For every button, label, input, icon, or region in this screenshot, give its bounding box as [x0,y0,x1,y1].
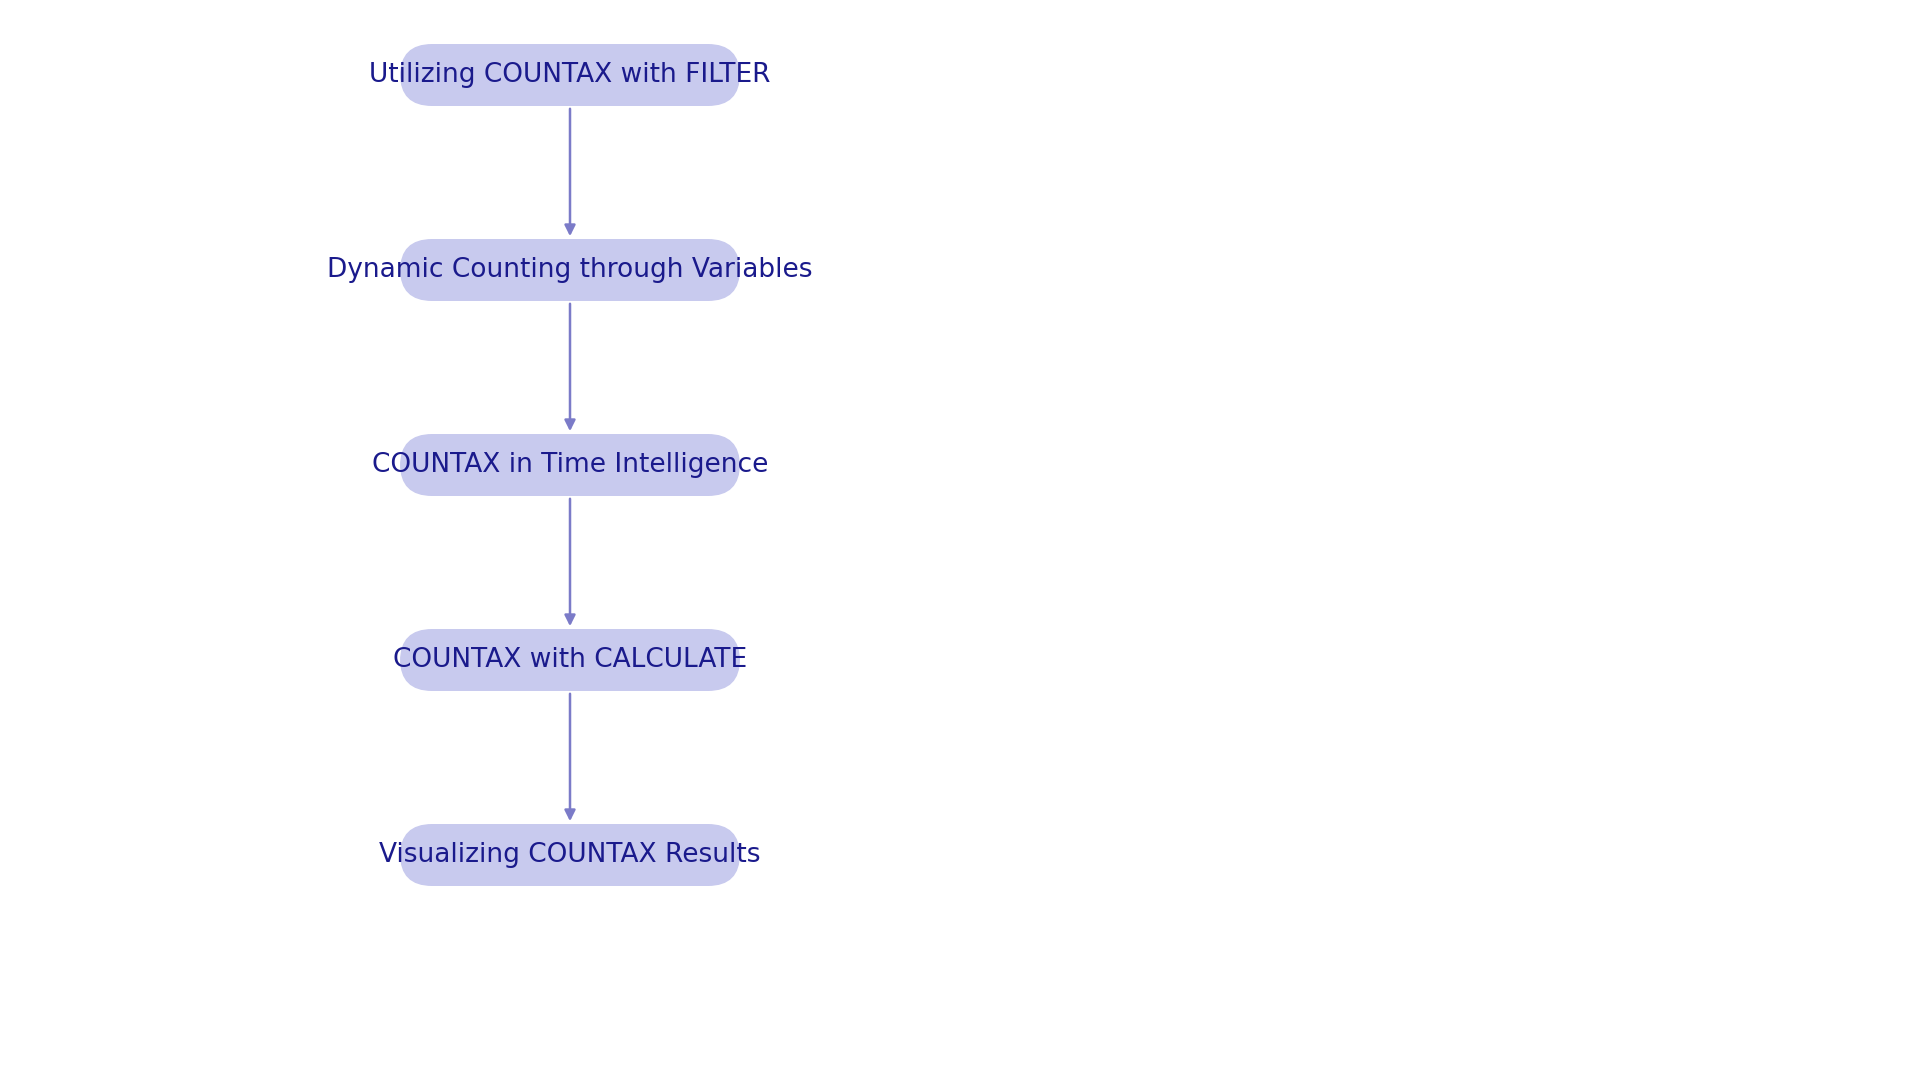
Text: COUNTAX with CALCULATE: COUNTAX with CALCULATE [394,647,747,673]
FancyBboxPatch shape [399,44,739,106]
Text: Utilizing COUNTAX with FILTER: Utilizing COUNTAX with FILTER [369,62,770,88]
FancyBboxPatch shape [399,629,739,691]
FancyBboxPatch shape [399,239,739,301]
Text: COUNTAX in Time Intelligence: COUNTAX in Time Intelligence [372,452,768,478]
Text: Visualizing COUNTAX Results: Visualizing COUNTAX Results [380,841,760,867]
FancyBboxPatch shape [399,824,739,886]
FancyBboxPatch shape [399,434,739,496]
Text: Dynamic Counting through Variables: Dynamic Counting through Variables [326,257,812,283]
